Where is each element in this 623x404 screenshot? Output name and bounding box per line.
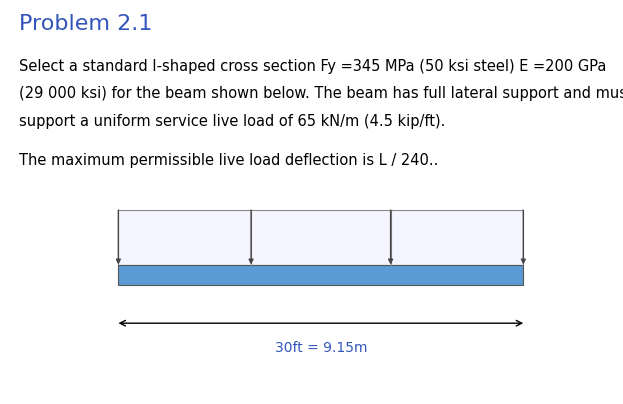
Text: 30ft = 9.15m: 30ft = 9.15m — [275, 341, 367, 356]
Text: The maximum permissible live load deflection is L / 240..: The maximum permissible live load deflec… — [19, 153, 438, 168]
Bar — [118, 265, 523, 285]
Bar — [118, 210, 523, 265]
Text: Select a standard I-shaped cross section Fy =345 MPa (50 ksi steel) E =200 GPa: Select a standard I-shaped cross section… — [19, 59, 606, 74]
Text: support a uniform service live load of 65 kN/m (4.5 kip/ft).: support a uniform service live load of 6… — [19, 114, 445, 128]
Text: (29 000 ksi) for the beam shown below. The beam has full lateral support and mus: (29 000 ksi) for the beam shown below. T… — [19, 86, 623, 101]
Text: Problem 2.1: Problem 2.1 — [19, 14, 152, 34]
